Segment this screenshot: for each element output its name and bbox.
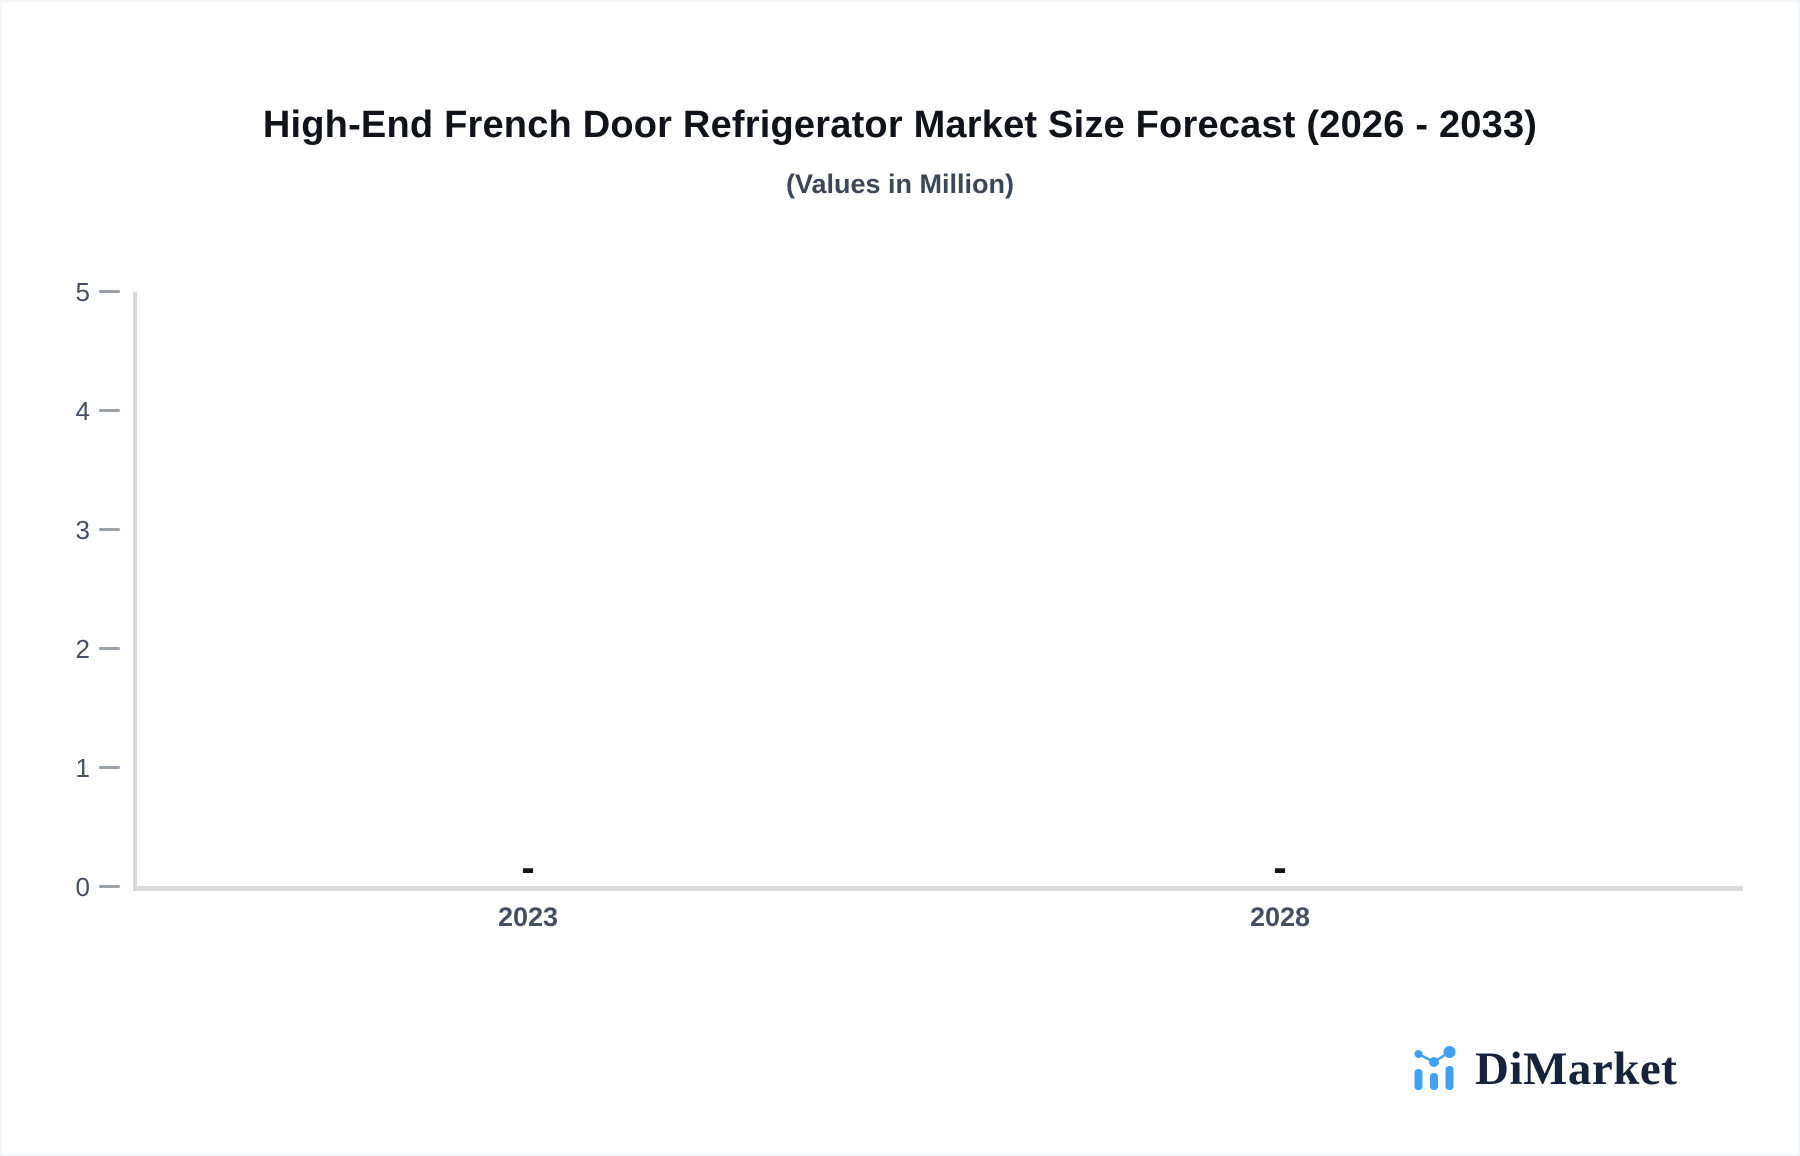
y-tick-mark: [99, 528, 120, 531]
chart-title: High-End French Door Refrigerator Market…: [262, 104, 1538, 146]
x-tick-label-2023: 2023: [497, 902, 559, 932]
y-tick-mark: [99, 290, 120, 293]
x-axis-line: [133, 886, 1743, 891]
y-tick-label: 0: [75, 872, 90, 902]
y-tick-label: 2: [75, 634, 90, 664]
dimarket-logo: DiMarket: [1412, 1042, 1678, 1095]
y-tick-mark: [99, 766, 120, 769]
y-tick-label: 5: [75, 277, 90, 307]
y-tick-label: 1: [75, 753, 90, 783]
dimarket-logo-text: DiMarket: [1475, 1043, 1678, 1095]
y-tick-mark: [99, 409, 120, 412]
y-tick-label: 3: [75, 515, 90, 545]
y-axis-line: [133, 292, 137, 891]
chart-subtitle: (Values in Million): [785, 169, 1015, 199]
null-value-marker: -: [1273, 846, 1287, 890]
null-value-marker: -: [521, 846, 535, 890]
y-tick-label: 4: [75, 396, 90, 426]
dimarket-logo-icon: [1414, 1046, 1456, 1090]
y-tick-mark: [99, 647, 120, 650]
y-tick-mark: [99, 885, 120, 888]
x-tick-label-2028: 2028: [1249, 902, 1311, 932]
